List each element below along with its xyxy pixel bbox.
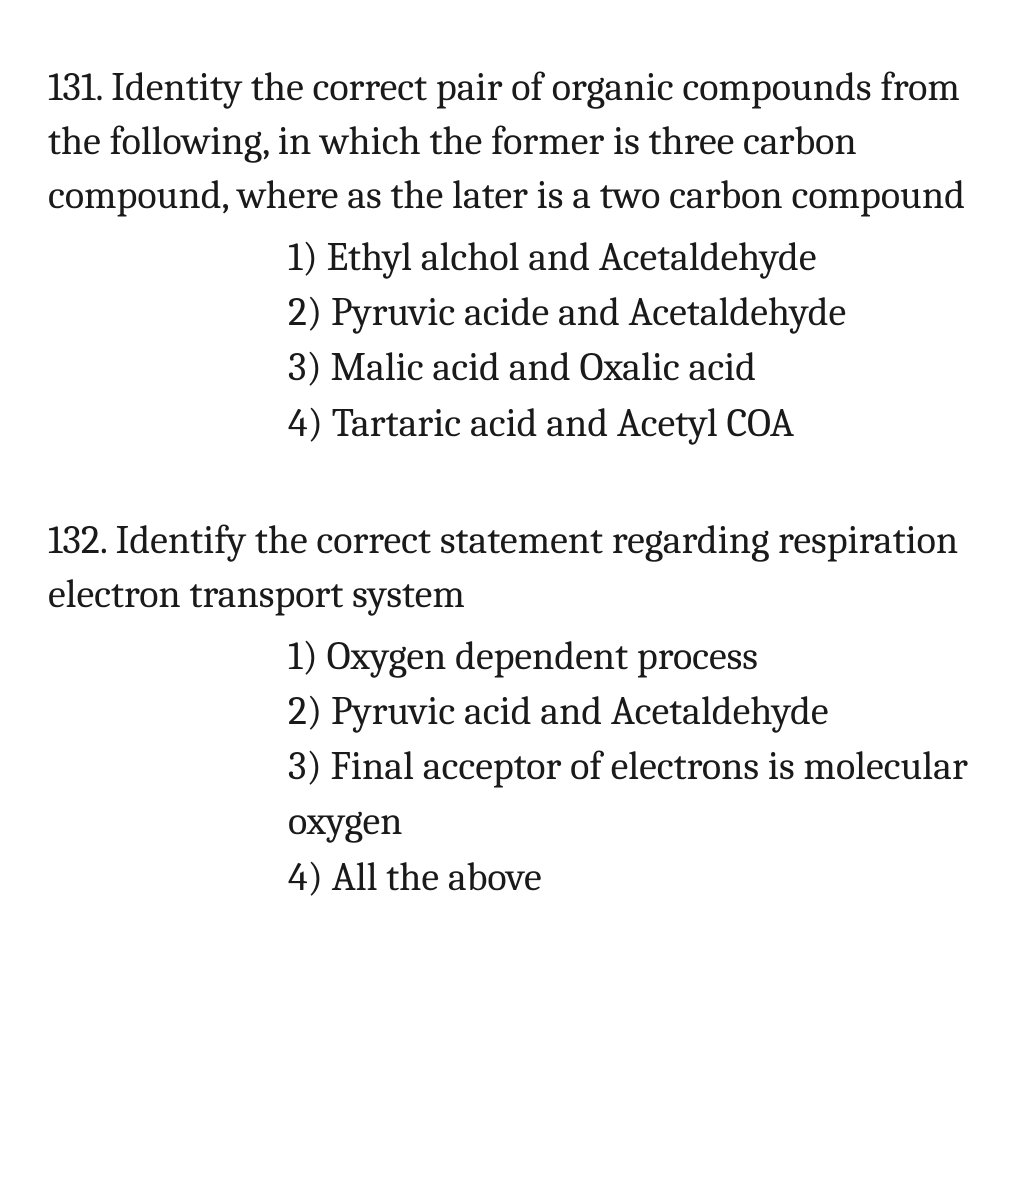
- option-label: 3): [288, 344, 322, 390]
- option-label: 1): [288, 234, 318, 280]
- option-3: 3) Malic acid and Oxalic acid: [288, 340, 976, 395]
- option-label: 3): [288, 743, 322, 789]
- option-3: 3) Final acceptor of electrons is molecu…: [288, 739, 976, 849]
- option-4: 4) All the above: [288, 850, 976, 905]
- question-stem: 132. Identify the correct statement rega…: [48, 513, 976, 621]
- option-label: 2): [288, 688, 322, 734]
- option-1: 1) Oxygen dependent process: [288, 629, 976, 684]
- options-list: 1) Oxygen dependent process 2) Pyruvic a…: [48, 629, 976, 905]
- option-label: 2): [288, 289, 322, 335]
- question-stem: 131. Identity the correct pair of organi…: [48, 60, 976, 222]
- option-text: Ethyl alchol and Acetaldehyde: [327, 234, 817, 280]
- option-text: Malic acid and Oxalic acid: [331, 344, 757, 390]
- option-text: Oxygen dependent process: [327, 633, 758, 679]
- option-2: 2) Pyruvic acide and Acetaldehyde: [288, 285, 976, 340]
- option-text: All the above: [332, 854, 542, 900]
- option-text: Pyruvic acid and Acetaldehyde: [331, 688, 829, 734]
- option-1: 1) Ethyl alchol and Acetaldehyde: [288, 230, 976, 285]
- page-container: 131. Identity the correct pair of organi…: [0, 0, 1024, 1027]
- option-label: 4): [288, 854, 323, 900]
- options-list: 1) Ethyl alchol and Acetaldehyde 2) Pyru…: [48, 230, 976, 451]
- question-text: Identify the correct statement regarding…: [48, 517, 958, 617]
- option-text: Tartaric acid and Acetyl COA: [332, 400, 794, 446]
- option-label: 1): [288, 633, 318, 679]
- question-131: 131. Identity the correct pair of organi…: [48, 60, 976, 451]
- option-2: 2) Pyruvic acid and Acetaldehyde: [288, 684, 976, 739]
- option-label: 4): [288, 400, 323, 446]
- question-number: 132.: [48, 517, 107, 563]
- question-number: 131.: [48, 64, 102, 110]
- option-4: 4) Tartaric acid and Acetyl COA: [288, 396, 976, 451]
- question-text: Identity the correct pair of organic com…: [48, 64, 965, 218]
- question-132: 132. Identify the correct statement rega…: [48, 513, 976, 905]
- option-text: Pyruvic acide and Acetaldehyde: [331, 289, 846, 335]
- option-text: Final acceptor of electrons is molecular…: [288, 743, 968, 844]
